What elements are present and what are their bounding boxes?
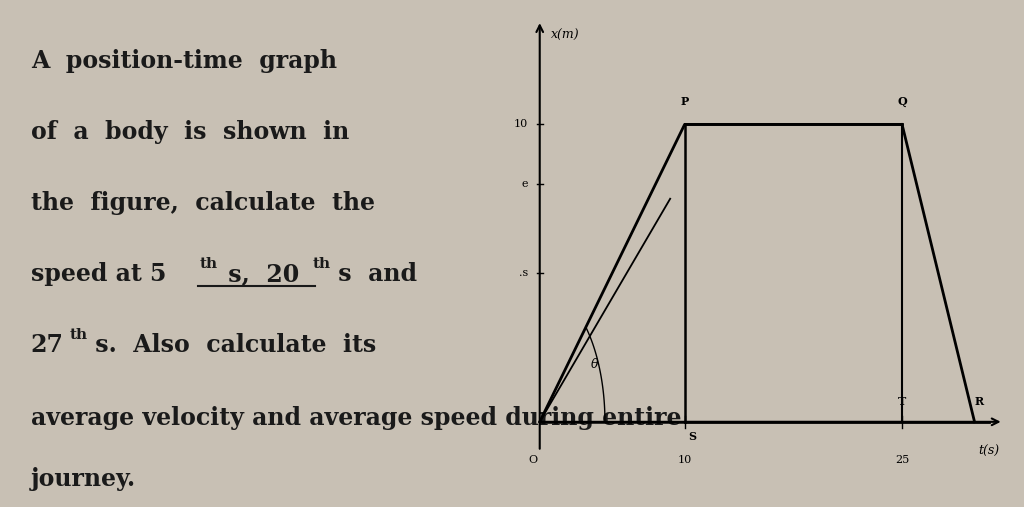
Text: th: th bbox=[70, 328, 88, 342]
Text: 10: 10 bbox=[514, 119, 528, 129]
Text: of  a  body  is  shown  in: of a body is shown in bbox=[31, 120, 349, 144]
Text: 25: 25 bbox=[895, 455, 909, 464]
Text: Q: Q bbox=[897, 95, 907, 106]
Text: s,  20: s, 20 bbox=[220, 262, 299, 286]
Text: .s: .s bbox=[519, 268, 528, 278]
Text: journey.: journey. bbox=[31, 467, 136, 491]
Text: speed at 5: speed at 5 bbox=[31, 262, 166, 286]
Text: θ: θ bbox=[591, 358, 598, 371]
Text: s  and: s and bbox=[330, 262, 417, 286]
Text: th: th bbox=[200, 257, 218, 271]
Text: A  position-time  graph: A position-time graph bbox=[31, 49, 337, 73]
Text: s.  Also  calculate  its: s. Also calculate its bbox=[87, 333, 376, 357]
Text: e: e bbox=[521, 179, 528, 189]
Text: th: th bbox=[312, 257, 331, 271]
Text: T: T bbox=[898, 396, 906, 407]
Text: S: S bbox=[688, 431, 696, 442]
Text: the  figure,  calculate  the: the figure, calculate the bbox=[31, 191, 375, 215]
Text: R: R bbox=[975, 396, 984, 407]
Text: t(s): t(s) bbox=[978, 445, 999, 458]
Text: average velocity and average speed during entire: average velocity and average speed durin… bbox=[31, 406, 681, 430]
Text: P: P bbox=[681, 95, 689, 106]
Text: x(m): x(m) bbox=[551, 29, 580, 42]
Text: 10: 10 bbox=[678, 455, 692, 464]
Text: 27: 27 bbox=[31, 333, 63, 357]
Text: O: O bbox=[528, 455, 537, 464]
